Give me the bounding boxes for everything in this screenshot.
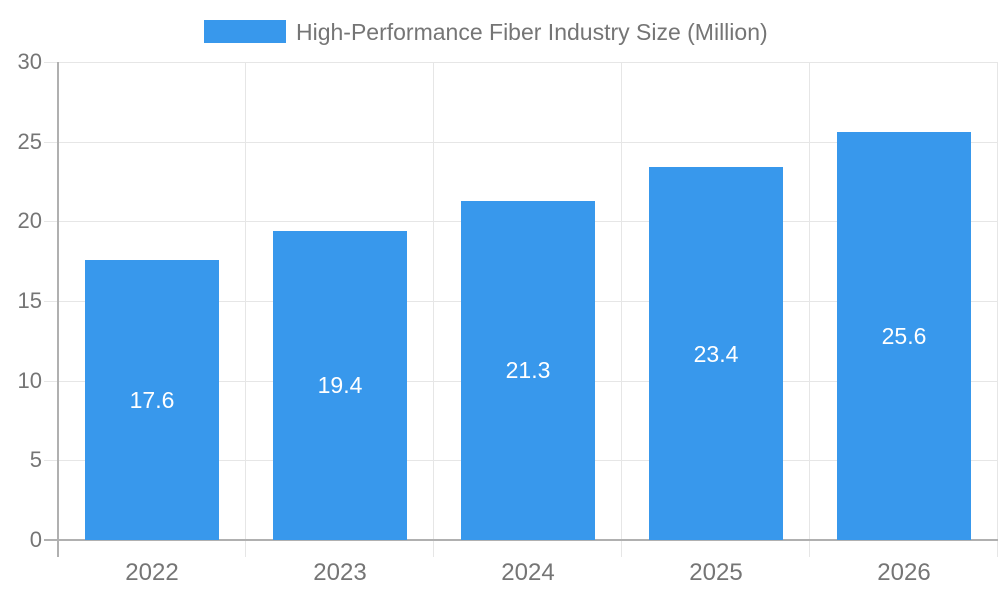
y-gridline xyxy=(44,141,998,143)
bar-2026[interactable] xyxy=(837,132,971,540)
x-axis-tick-label: 2022 xyxy=(125,559,179,586)
bar-2022[interactable] xyxy=(85,259,219,540)
y-axis-tick-label: 20 xyxy=(17,208,42,234)
bar-value-label: 19.4 xyxy=(317,372,363,399)
y-gridline xyxy=(44,62,998,63)
x-axis-tick-label: 2024 xyxy=(501,559,555,586)
bar-2025[interactable] xyxy=(649,167,783,540)
x-axis-tick-label: 2025 xyxy=(689,559,743,586)
y-axis-tick-label: 30 xyxy=(17,49,42,74)
x-gridline xyxy=(809,62,810,557)
x-axis-tick-label: 2023 xyxy=(313,559,367,586)
y-axis-tick-label: 5 xyxy=(29,447,42,473)
x-gridline xyxy=(997,62,998,557)
x-axis-baseline xyxy=(44,539,998,541)
y-axis-tick-label: 15 xyxy=(17,288,42,313)
y-axis-tick-label: 0 xyxy=(29,527,42,552)
bar-value-label: 17.6 xyxy=(129,386,175,413)
x-gridline xyxy=(621,62,622,557)
y-axis-tick-label: 10 xyxy=(17,367,42,393)
legend-label[interactable]: High-Performance Fiber Industry Size (Mi… xyxy=(296,19,768,45)
y-axis-line xyxy=(57,62,59,557)
x-gridline xyxy=(433,62,434,557)
x-gridline xyxy=(245,62,246,557)
bar-value-label: 21.3 xyxy=(505,357,551,384)
bar-2023[interactable] xyxy=(273,230,407,540)
bar-value-label: 23.4 xyxy=(693,340,739,367)
bar-value-label: 25.6 xyxy=(881,323,927,350)
bar-2024[interactable] xyxy=(461,200,595,540)
legend-swatch[interactable] xyxy=(204,20,286,43)
x-axis-tick-label: 2026 xyxy=(877,559,931,586)
y-axis-tick-label: 25 xyxy=(17,128,42,154)
